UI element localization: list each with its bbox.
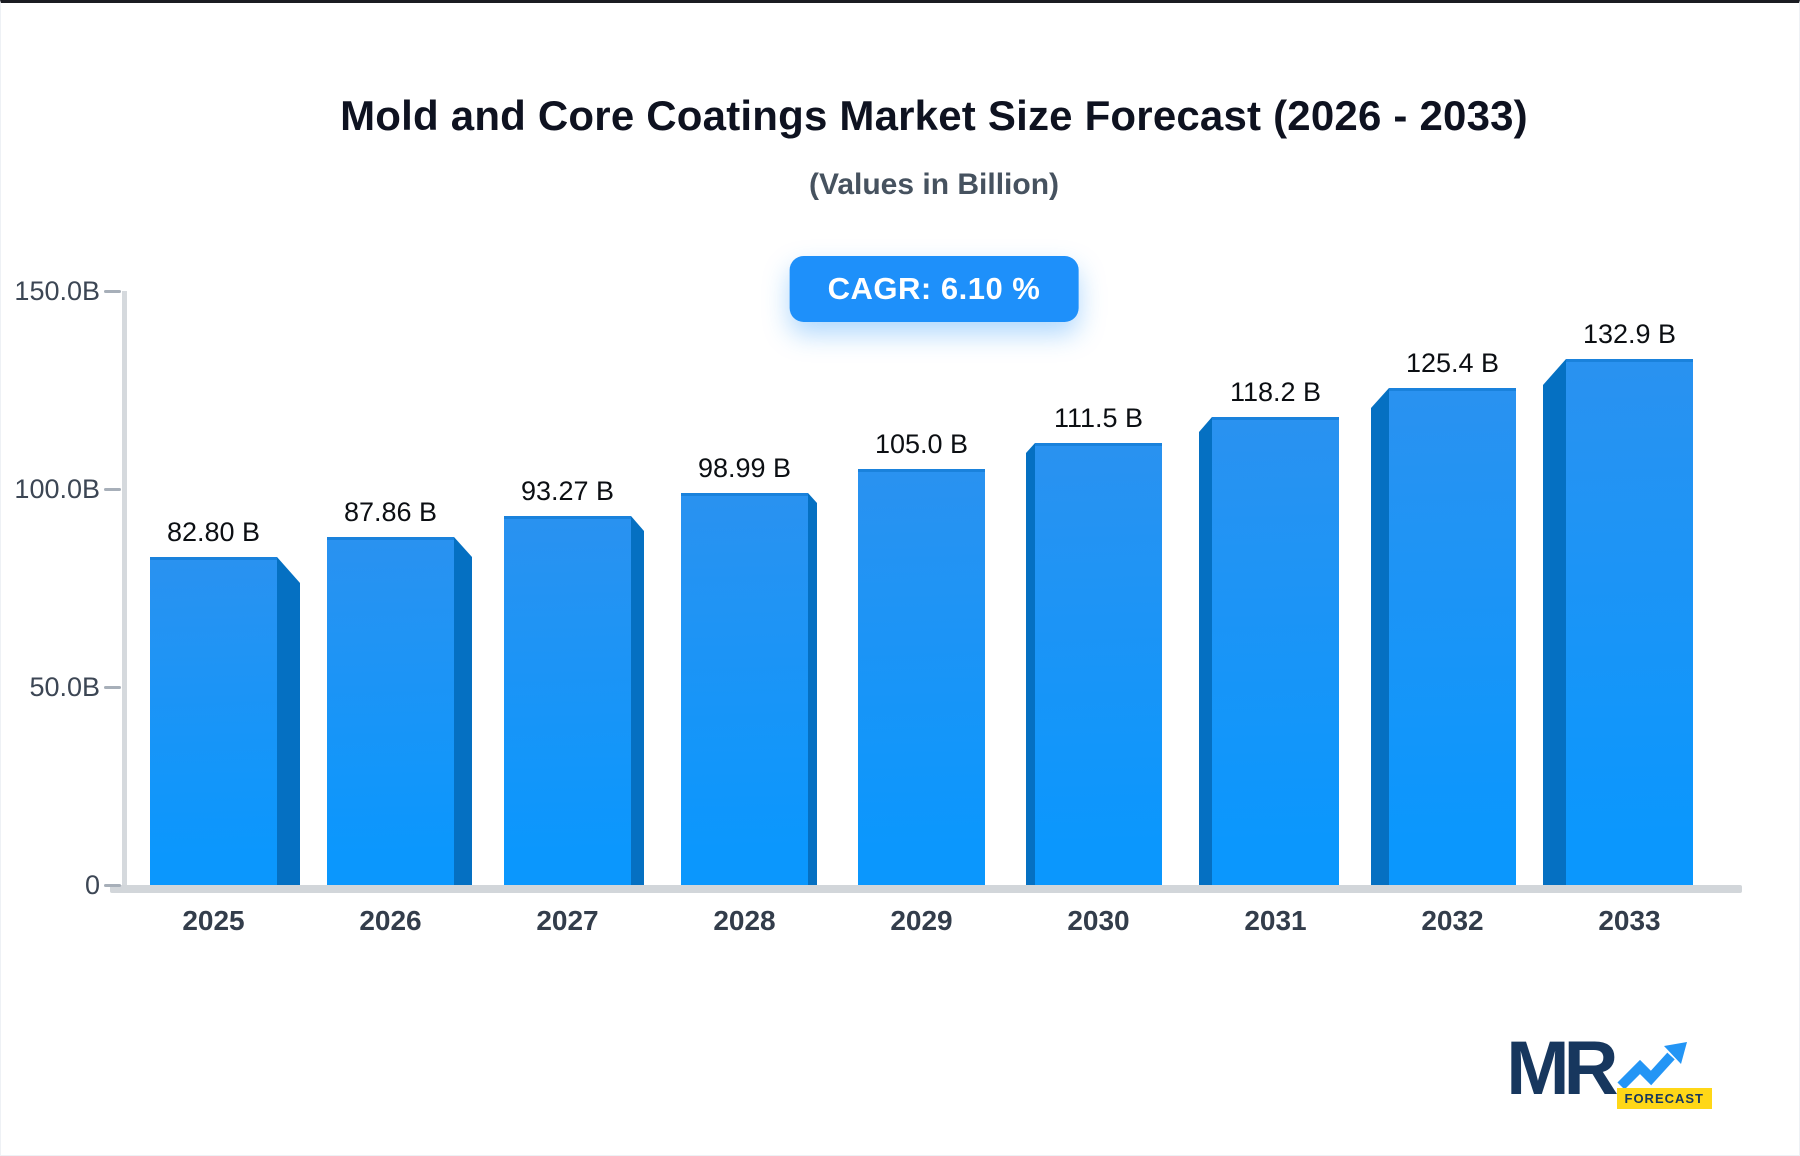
x-axis-label-2032: 2032: [1421, 905, 1484, 936]
x-axis-label-2027: 2027: [536, 905, 599, 936]
bar-value-label: 93.27 B: [520, 476, 615, 506]
y-axis-tick-label: 0: [84, 870, 100, 900]
y-axis-tick: [104, 884, 121, 887]
y-axis-tick-label: 150.0B: [14, 276, 100, 306]
bar-value-label: 98.99 B: [697, 453, 792, 483]
bar-value-label: 82.80 B: [166, 517, 261, 547]
bar-2031: [1212, 417, 1339, 885]
bar-value-label: 125.4 B: [1405, 348, 1500, 378]
bar-2028: [681, 493, 808, 885]
logo-forecast-text: FORECAST: [1616, 1088, 1712, 1109]
bar-side-2030: [1026, 443, 1035, 885]
x-axis-label-2030: 2030: [1067, 905, 1130, 936]
bar-side-2032: [1371, 388, 1389, 885]
bar-side-2027: [631, 516, 644, 885]
bar-2027: [504, 516, 631, 885]
y-axis-tick: [104, 488, 121, 491]
trend-arrow-icon: [1616, 1042, 1687, 1090]
bar-value-label: 118.2 B: [1229, 377, 1322, 407]
bar-2033: [1566, 359, 1693, 885]
y-axis-tick-label: 100.0B: [14, 474, 100, 504]
bar-side-2026: [454, 537, 472, 885]
bar-value-label: 132.9 B: [1582, 319, 1677, 349]
y-axis-tick-label: 50.0B: [29, 672, 100, 702]
chart-subtitle: (Values in Billion): [808, 168, 1060, 201]
x-axis-label-2028: 2028: [713, 905, 776, 936]
bar-2026: [327, 537, 454, 885]
cagr-badge: CAGR: 6.10 %: [789, 256, 1079, 322]
logo-mr-text: MR: [1506, 1026, 1618, 1111]
y-axis-tick: [104, 290, 121, 293]
bar-2032: [1389, 388, 1516, 885]
mr-forecast-logo: MR FORECAST: [1506, 1026, 1712, 1111]
y-axis-tick: [104, 686, 121, 689]
bar-value-label: 111.5 B: [1053, 403, 1144, 433]
bar-value-label: 105.0 B: [874, 429, 969, 459]
bar-2030: [1035, 443, 1162, 885]
x-axis-label-2031: 2031: [1244, 905, 1307, 936]
bar-side-2028: [808, 493, 817, 885]
bar-2029: [858, 469, 985, 885]
x-axis-label-2029: 2029: [890, 905, 953, 936]
y-axis-line: [122, 291, 127, 885]
x-axis-label-2025: 2025: [182, 905, 245, 936]
x-axis-baseline: [110, 885, 1742, 893]
bar-side-2031: [1199, 417, 1212, 885]
logo-right-block: FORECAST: [1616, 1042, 1712, 1109]
chart-title: Mold and Core Coatings Market Size Forec…: [340, 92, 1528, 139]
bar-side-2033: [1543, 359, 1566, 885]
x-axis-label-2033: 2033: [1598, 905, 1661, 936]
bar-value-label: 87.86 B: [343, 497, 438, 527]
bar-side-2025: [277, 557, 300, 885]
x-axis-label-2026: 2026: [359, 905, 422, 936]
bar-2025: [150, 557, 277, 885]
